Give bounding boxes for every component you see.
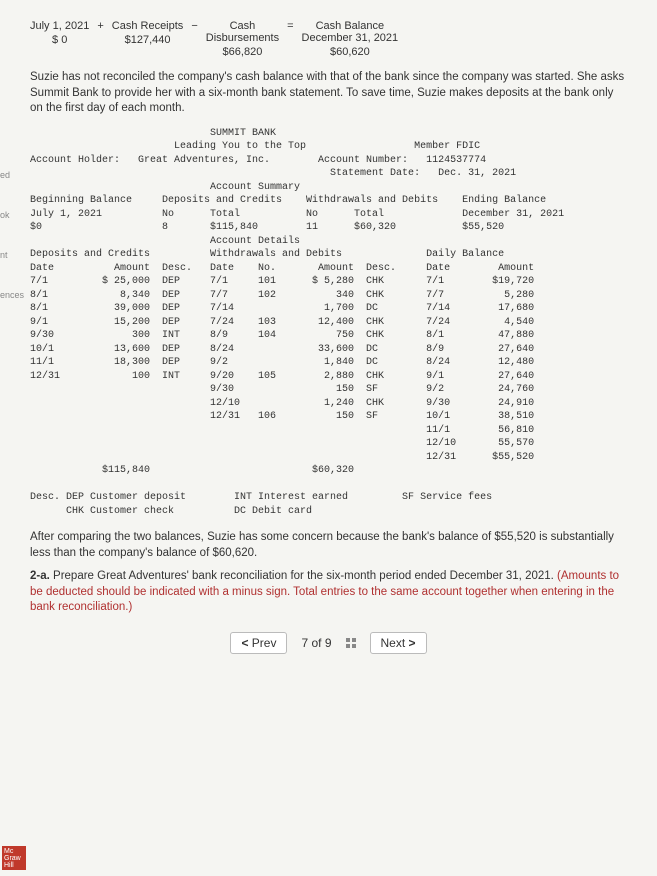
side-tab-1: ed: [0, 170, 24, 180]
eq-col2-label: Cash Receipts: [112, 20, 184, 32]
narrative-text: Suzie has not reconciled the company's c…: [30, 70, 627, 117]
bank-statement: SUMMIT BANK Leading You to the Top Membe…: [30, 127, 627, 519]
eq-col4-label: December 31, 2021: [302, 32, 399, 44]
chevron-right-icon: >: [409, 636, 416, 650]
eq-col1-label: July 1, 2021: [30, 20, 89, 32]
eq-op2: −: [191, 20, 197, 32]
eq-col4-top: Cash Balance: [302, 20, 399, 32]
eq-col3-top: Cash: [206, 20, 279, 32]
next-label: Next: [381, 636, 406, 650]
cash-equation: July 1, 2021 $ 0 + Cash Receipts $127,44…: [30, 20, 627, 58]
chevron-left-icon: <: [241, 636, 248, 650]
eq-col3-val: $66,820: [206, 46, 279, 58]
mcgraw-hill-logo: Mc Graw Hill: [2, 846, 26, 870]
pager: < Prev 7 of 9 Next >: [30, 632, 627, 654]
grid-icon[interactable]: [346, 638, 356, 648]
page-position: 7 of 9: [301, 636, 331, 650]
eq-col3-label: Disbursements: [206, 32, 279, 44]
next-button[interactable]: Next >: [370, 632, 427, 654]
prev-button[interactable]: < Prev: [230, 632, 287, 654]
eq-col4-val: $60,620: [302, 46, 399, 58]
side-tabs: ed ok nt ences: [0, 140, 24, 330]
side-tab-2: ok: [0, 210, 24, 220]
eq-col2-val: $127,440: [112, 34, 184, 46]
eq-op3: =: [287, 20, 293, 32]
eq-col1-val: $ 0: [30, 34, 89, 46]
side-tab-3: nt: [0, 250, 24, 260]
side-tab-4: ences: [0, 290, 24, 300]
question-2a: 2-a. Prepare Great Adventures' bank reco…: [30, 569, 627, 616]
prev-label: Prev: [252, 636, 277, 650]
eq-op1: +: [97, 20, 103, 32]
question-number: 2-a.: [30, 570, 50, 582]
question-text: Prepare Great Adventures' bank reconcili…: [53, 570, 557, 582]
after-comparison-text: After comparing the two balances, Suzie …: [30, 530, 627, 561]
